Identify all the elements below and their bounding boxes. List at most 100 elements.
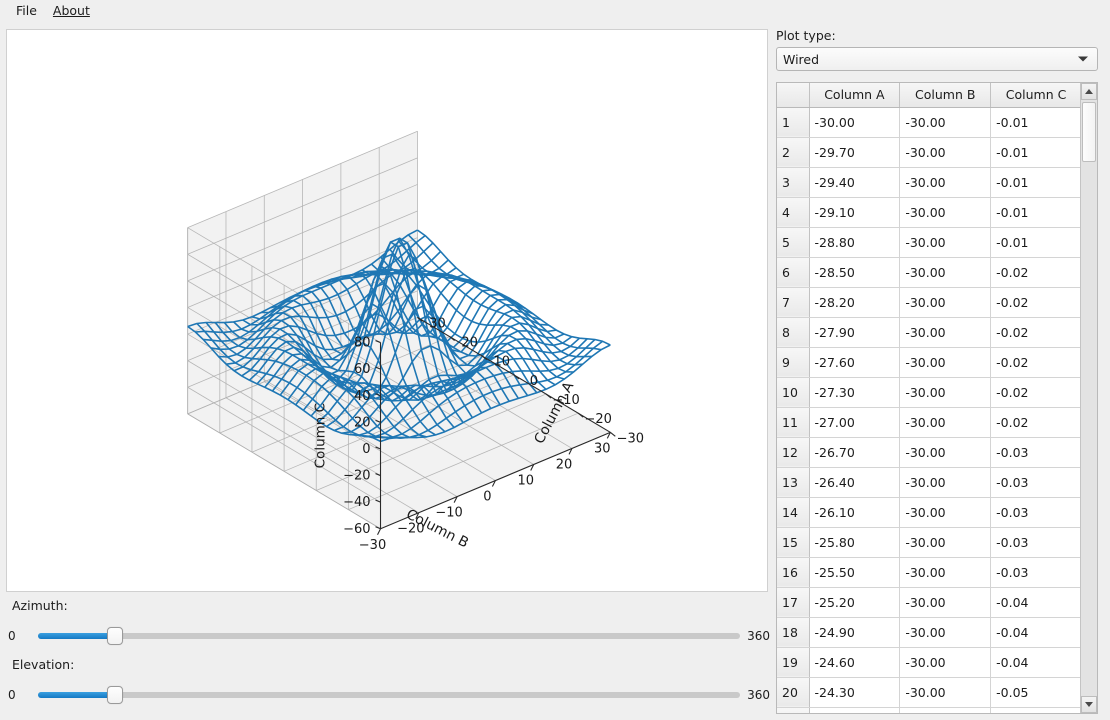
cell-rownum[interactable]: 21: [777, 707, 810, 713]
cell-column-a[interactable]: -26.40: [809, 467, 901, 498]
scrollbar-thumb[interactable]: [1082, 102, 1096, 162]
cell-rownum[interactable]: 11: [777, 407, 810, 438]
table-row[interactable]: 9 -27.60 -30.00 -0.02: [777, 347, 1080, 378]
table-row[interactable]: 8 -27.90 -30.00 -0.02: [777, 317, 1080, 348]
cell-rownum[interactable]: 13: [777, 467, 810, 498]
cell-column-b[interactable]: -30.00: [899, 227, 992, 258]
cell-rownum[interactable]: 9: [777, 347, 810, 378]
table-row[interactable]: 7 -28.20 -30.00 -0.02: [777, 287, 1080, 318]
cell-column-b[interactable]: -30.00: [899, 617, 992, 648]
cell-rownum[interactable]: 6: [777, 257, 810, 288]
table-row[interactable]: 1 -30.00 -30.00 -0.01: [777, 107, 1080, 138]
cell-rownum[interactable]: 18: [777, 617, 810, 648]
plot-canvas[interactable]: 80 60 40 20 0 −20 −40 −60 Column C −30 −20 −10 0 10 20…: [6, 29, 768, 592]
elevation-slider-track[interactable]: [38, 686, 740, 704]
cell-column-c[interactable]: [990, 707, 1080, 713]
cell-rownum[interactable]: 20: [777, 677, 810, 708]
cell-column-c[interactable]: -0.04: [990, 647, 1080, 678]
cell-column-c[interactable]: -0.02: [990, 377, 1080, 408]
cell-column-c[interactable]: -0.03: [990, 557, 1080, 588]
elevation-slider-handle[interactable]: [107, 686, 124, 704]
cell-rownum[interactable]: 17: [777, 587, 810, 618]
cell-rownum[interactable]: 16: [777, 557, 810, 588]
cell-rownum[interactable]: 14: [777, 497, 810, 528]
cell-rownum[interactable]: 19: [777, 647, 810, 678]
plot-type-dropdown[interactable]: Wired: [776, 47, 1098, 71]
cell-column-b[interactable]: -30.00: [899, 557, 992, 588]
table-header-rownum[interactable]: [777, 83, 810, 108]
cell-column-a[interactable]: -25.80: [809, 527, 901, 558]
cell-rownum[interactable]: 7: [777, 287, 810, 318]
cell-column-b[interactable]: -30.00: [899, 347, 992, 378]
cell-column-c[interactable]: -0.04: [990, 617, 1080, 648]
cell-column-c[interactable]: -0.02: [990, 257, 1080, 288]
cell-column-c[interactable]: -0.02: [990, 317, 1080, 348]
cell-column-b[interactable]: -30.00: [899, 407, 992, 438]
cell-column-c[interactable]: -0.02: [990, 407, 1080, 438]
table-row[interactable]: 15 -25.80 -30.00 -0.03: [777, 527, 1080, 558]
cell-rownum[interactable]: 5: [777, 227, 810, 258]
cell-column-b[interactable]: -30.00: [899, 257, 992, 288]
cell-column-a[interactable]: -24.90: [809, 617, 901, 648]
cell-column-c[interactable]: -0.01: [990, 107, 1080, 138]
cell-column-c[interactable]: -0.03: [990, 437, 1080, 468]
cell-column-c[interactable]: -0.03: [990, 467, 1080, 498]
cell-rownum[interactable]: 2: [777, 137, 810, 168]
cell-column-b[interactable]: -30.00: [899, 497, 992, 528]
table-row[interactable]: 2 -29.70 -30.00 -0.01: [777, 137, 1080, 168]
table-header-column-a[interactable]: Column A: [809, 83, 901, 108]
table-row[interactable]: 10 -27.30 -30.00 -0.02: [777, 377, 1080, 408]
menu-item-about[interactable]: About: [45, 2, 98, 20]
table-header-column-b[interactable]: Column B: [899, 83, 992, 108]
table-row[interactable]: 3 -29.40 -30.00 -0.01: [777, 167, 1080, 198]
cell-column-c[interactable]: -0.04: [990, 587, 1080, 618]
cell-column-a[interactable]: -27.60: [809, 347, 901, 378]
cell-column-a[interactable]: -27.00: [809, 407, 901, 438]
cell-column-c[interactable]: -0.05: [990, 677, 1080, 708]
table-row[interactable]: 16 -25.50 -30.00 -0.03: [777, 557, 1080, 588]
cell-column-b[interactable]: -30.00: [899, 137, 992, 168]
cell-rownum[interactable]: 3: [777, 167, 810, 198]
table-vertical-scrollbar[interactable]: [1080, 83, 1097, 713]
cell-column-b[interactable]: -30.00: [899, 467, 992, 498]
cell-rownum[interactable]: 12: [777, 437, 810, 468]
table-row[interactable]: 19 -24.60 -30.00 -0.04: [777, 647, 1080, 678]
data-table-scroll-area[interactable]: Column A Column B Column C 1 -30.00 -30.00…: [777, 83, 1080, 713]
cell-rownum[interactable]: 10: [777, 377, 810, 408]
cell-column-a[interactable]: -28.50: [809, 257, 901, 288]
table-row[interactable]: 20 -24.30 -30.00 -0.05: [777, 677, 1080, 708]
cell-column-c[interactable]: -0.03: [990, 497, 1080, 528]
scroll-down-button[interactable]: [1081, 696, 1097, 713]
cell-column-a[interactable]: -25.50: [809, 557, 901, 588]
azimuth-slider-row[interactable]: 0 360: [8, 627, 770, 645]
cell-column-b[interactable]: -30.00: [899, 287, 992, 318]
table-row[interactable]: 6 -28.50 -30.00 -0.02: [777, 257, 1080, 288]
cell-column-a[interactable]: -28.80: [809, 227, 901, 258]
cell-column-a[interactable]: -27.30: [809, 377, 901, 408]
table-row[interactable]: 21: [777, 707, 1080, 713]
scroll-up-button[interactable]: [1081, 83, 1097, 100]
cell-column-b[interactable]: -30.00: [899, 197, 992, 228]
cell-column-a[interactable]: -24.60: [809, 647, 901, 678]
cell-column-a[interactable]: -25.20: [809, 587, 901, 618]
cell-column-b[interactable]: -30.00: [899, 317, 992, 348]
cell-column-a[interactable]: -30.00: [809, 107, 901, 138]
cell-column-c[interactable]: -0.01: [990, 167, 1080, 198]
table-row[interactable]: 4 -29.10 -30.00 -0.01: [777, 197, 1080, 228]
cell-column-b[interactable]: -30.00: [899, 587, 992, 618]
cell-rownum[interactable]: 1: [777, 107, 810, 138]
cell-column-b[interactable]: -30.00: [899, 167, 992, 198]
azimuth-slider-track[interactable]: [38, 627, 740, 645]
cell-column-c[interactable]: -0.02: [990, 347, 1080, 378]
cell-column-a[interactable]: -27.90: [809, 317, 901, 348]
table-row[interactable]: 12 -26.70 -30.00 -0.03: [777, 437, 1080, 468]
table-header-column-c[interactable]: Column C: [990, 83, 1080, 108]
cell-column-a[interactable]: -28.20: [809, 287, 901, 318]
cell-column-a[interactable]: -26.70: [809, 437, 901, 468]
cell-rownum[interactable]: 8: [777, 317, 810, 348]
table-row[interactable]: 11 -27.00 -30.00 -0.02: [777, 407, 1080, 438]
cell-column-b[interactable]: -30.00: [899, 377, 992, 408]
menu-item-file[interactable]: File: [8, 2, 45, 20]
table-row[interactable]: 13 -26.40 -30.00 -0.03: [777, 467, 1080, 498]
table-row[interactable]: 18 -24.90 -30.00 -0.04: [777, 617, 1080, 648]
